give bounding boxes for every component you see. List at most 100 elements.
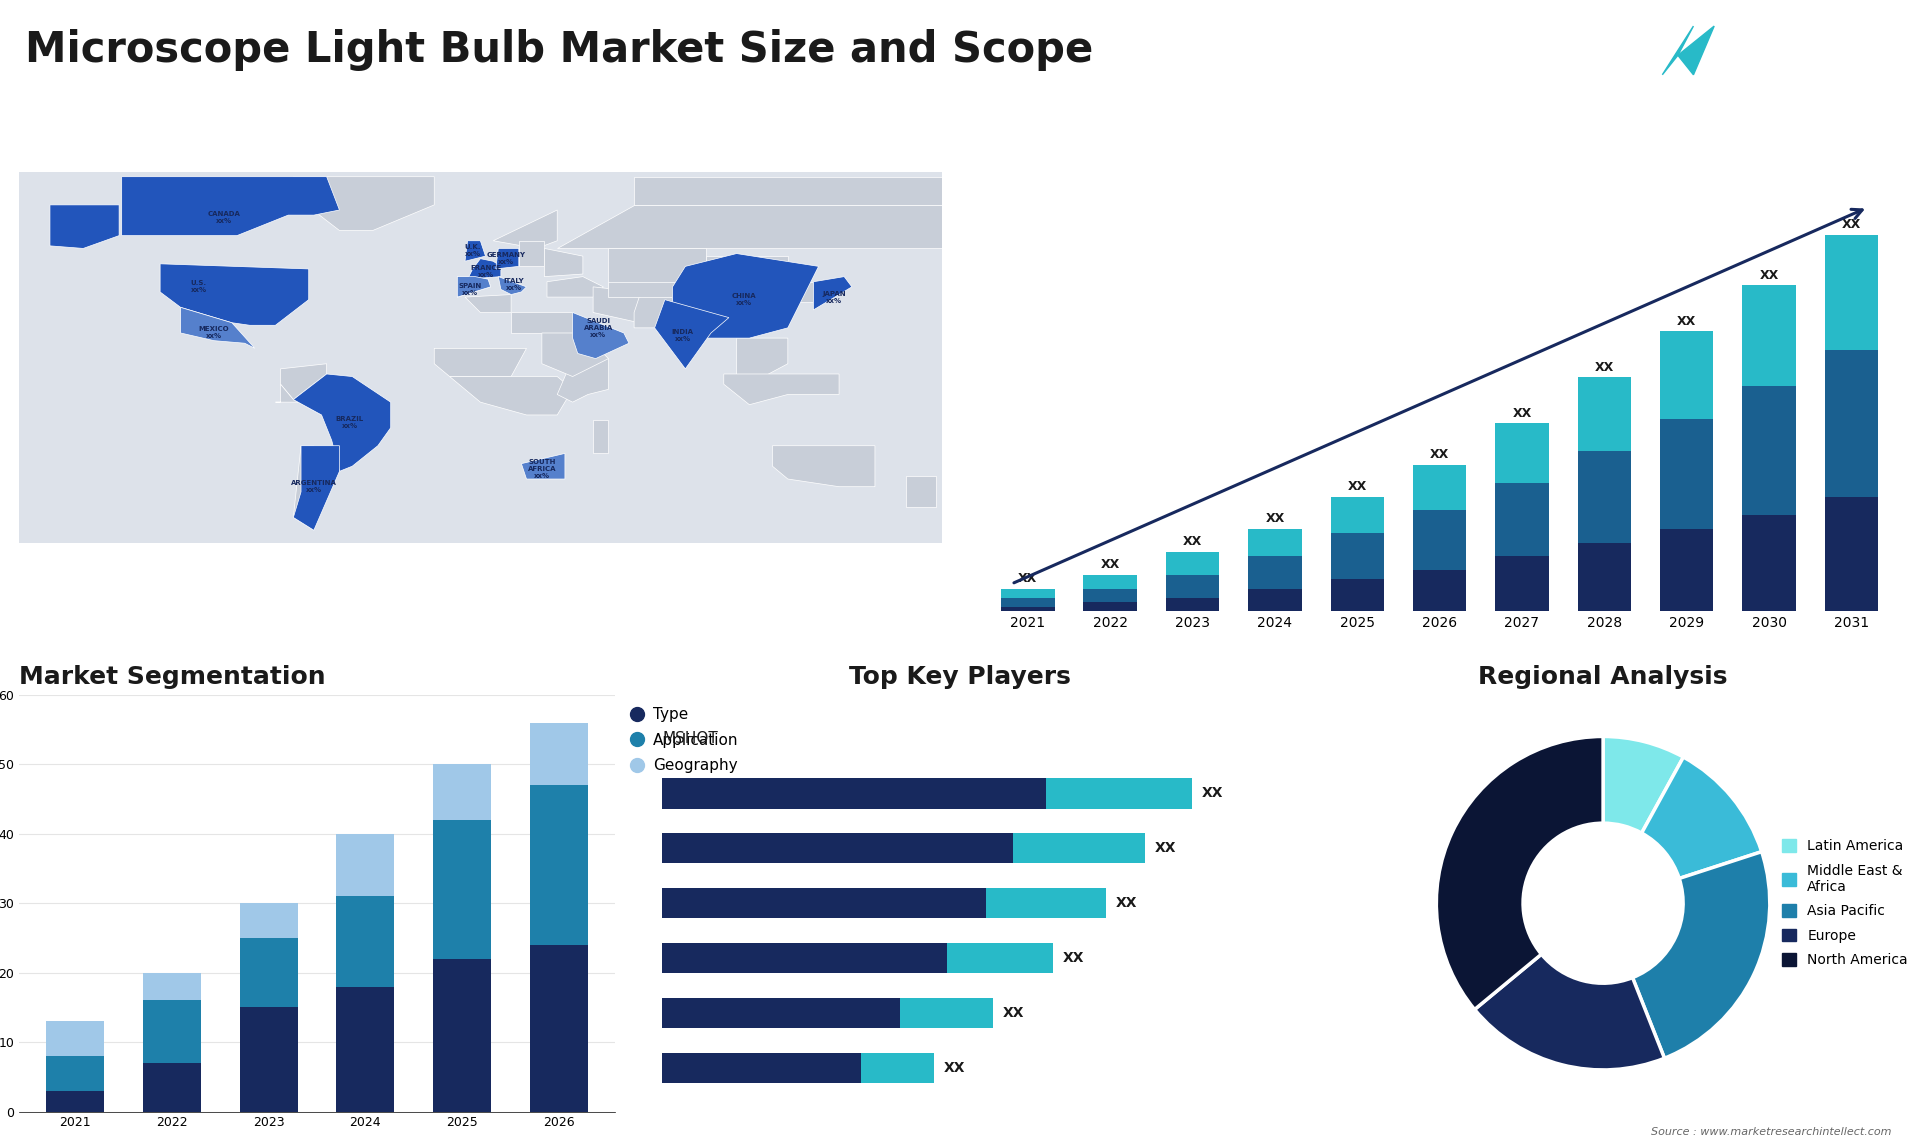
Polygon shape	[465, 295, 511, 313]
Polygon shape	[294, 446, 313, 531]
Text: XX: XX	[943, 1061, 966, 1075]
Polygon shape	[593, 286, 639, 323]
Text: XX: XX	[1100, 558, 1119, 571]
Bar	[1741, 515, 1795, 612]
Bar	[662, 833, 1014, 863]
Text: XX: XX	[1183, 535, 1202, 548]
Bar	[46, 1091, 104, 1112]
Bar	[1331, 533, 1384, 580]
Polygon shape	[707, 256, 787, 282]
Bar	[432, 959, 492, 1112]
Bar	[1000, 589, 1054, 598]
Text: GERMANY
xx%: GERMANY xx%	[486, 252, 526, 265]
Bar	[662, 778, 1046, 809]
Text: XX: XX	[1002, 1006, 1025, 1020]
Polygon shape	[294, 374, 390, 471]
Bar	[46, 1057, 104, 1091]
Title: Regional Analysis: Regional Analysis	[1478, 665, 1728, 689]
Polygon shape	[495, 249, 518, 269]
Bar	[240, 937, 298, 1007]
Polygon shape	[672, 253, 818, 338]
Bar	[240, 1007, 298, 1112]
Polygon shape	[493, 210, 557, 249]
Polygon shape	[294, 446, 340, 531]
Bar	[432, 819, 492, 959]
Bar	[142, 1000, 202, 1063]
Polygon shape	[609, 282, 685, 297]
Bar	[240, 903, 298, 937]
Polygon shape	[522, 454, 564, 479]
Text: MEXICO
xx%: MEXICO xx%	[198, 327, 228, 339]
Polygon shape	[294, 176, 434, 230]
Polygon shape	[724, 374, 839, 405]
Bar	[46, 1021, 104, 1057]
Text: Market Segmentation: Market Segmentation	[19, 665, 326, 689]
Legend: Latin America, Middle East &
Africa, Asia Pacific, Europe, North America: Latin America, Middle East & Africa, Asi…	[1776, 833, 1914, 973]
Text: ZEISS: ZEISS	[662, 896, 707, 911]
Polygon shape	[457, 276, 492, 297]
Text: XX: XX	[1018, 572, 1037, 584]
Polygon shape	[457, 276, 492, 297]
Bar	[1248, 589, 1302, 612]
Bar	[1413, 510, 1467, 571]
Bar	[1661, 528, 1713, 612]
Polygon shape	[609, 249, 707, 286]
Text: Microscope Light Bulb Market Size and Scope: Microscope Light Bulb Market Size and Sc…	[25, 29, 1092, 71]
Wedge shape	[1642, 758, 1763, 879]
Bar	[336, 987, 394, 1112]
Text: MSHOT: MSHOT	[662, 731, 718, 746]
Title: Top Key Players: Top Key Players	[849, 665, 1071, 689]
Polygon shape	[737, 338, 787, 384]
Text: XX: XX	[1841, 218, 1860, 231]
Bar	[662, 888, 987, 918]
Text: ITALY
xx%: ITALY xx%	[503, 277, 524, 291]
Polygon shape	[557, 205, 941, 249]
Bar	[1496, 423, 1549, 482]
Bar	[142, 973, 202, 1000]
Polygon shape	[655, 299, 730, 369]
Bar	[1014, 833, 1144, 863]
Bar	[1661, 331, 1713, 418]
Polygon shape	[159, 264, 309, 325]
Text: XX: XX	[1265, 512, 1284, 525]
Bar	[336, 896, 394, 987]
Text: Source : www.marketresearchintellect.com: Source : www.marketresearchintellect.com	[1651, 1127, 1891, 1137]
Text: XX: XX	[1676, 315, 1695, 328]
Legend: Type, Application, Geography: Type, Application, Geography	[628, 702, 743, 778]
Polygon shape	[180, 307, 255, 348]
Bar	[1824, 496, 1878, 612]
Bar	[1824, 350, 1878, 496]
Bar	[1000, 607, 1054, 612]
Polygon shape	[50, 205, 119, 249]
Text: XX: XX	[1156, 841, 1177, 855]
Text: SPAIN
xx%: SPAIN xx%	[459, 283, 482, 296]
Polygon shape	[275, 384, 321, 415]
Polygon shape	[1678, 26, 1715, 74]
Polygon shape	[547, 276, 603, 297]
Bar	[1165, 551, 1219, 575]
Text: U.S.
xx%: U.S. xx%	[190, 281, 207, 293]
Bar	[1083, 575, 1137, 589]
Polygon shape	[799, 282, 814, 303]
Bar	[662, 998, 900, 1028]
Bar	[1578, 450, 1632, 542]
Text: CHINA
xx%: CHINA xx%	[732, 293, 756, 306]
Text: RESEARCH: RESEARCH	[1724, 50, 1784, 61]
Polygon shape	[634, 292, 672, 328]
Polygon shape	[518, 241, 545, 266]
Text: ARGENTINA
xx%: ARGENTINA xx%	[292, 480, 336, 493]
Bar	[900, 998, 993, 1028]
Bar	[1248, 528, 1302, 557]
Bar	[142, 1063, 202, 1112]
Polygon shape	[814, 276, 852, 309]
Bar	[432, 764, 492, 819]
Text: INDIA
xx%: INDIA xx%	[672, 329, 693, 342]
Polygon shape	[499, 276, 526, 295]
Text: OSRAM: OSRAM	[662, 1005, 718, 1020]
Text: U.K.
xx%: U.K. xx%	[465, 244, 480, 258]
Polygon shape	[121, 176, 340, 236]
Bar	[1661, 418, 1713, 528]
Bar	[860, 1053, 933, 1083]
Bar	[1496, 482, 1549, 557]
Text: BRAZIL
xx%: BRAZIL xx%	[336, 416, 363, 429]
